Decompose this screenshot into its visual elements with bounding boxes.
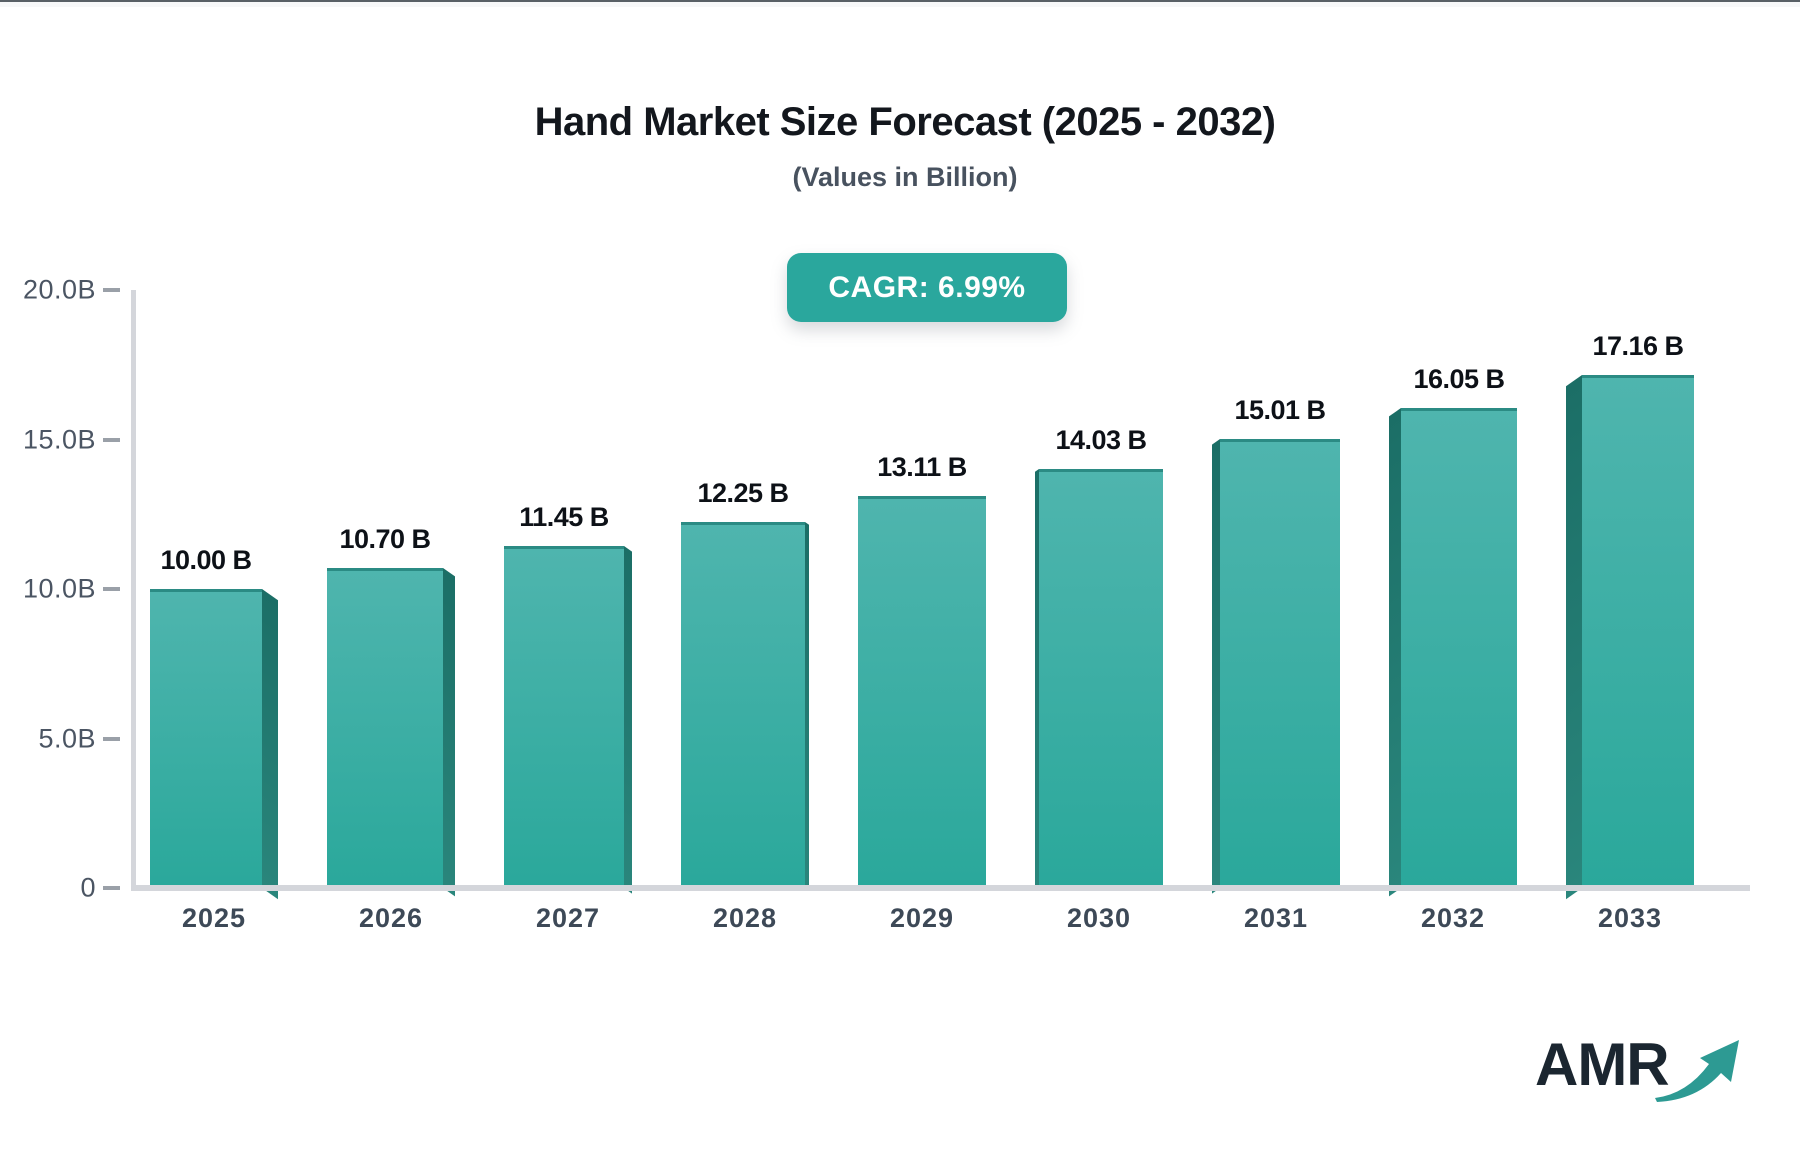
bar-3d-side (805, 522, 809, 891)
bar-3d-side (1566, 375, 1582, 900)
bar-2027 (504, 546, 624, 888)
x-axis-label: 2033 (1597, 903, 1663, 933)
y-axis-tick-mark (103, 736, 120, 741)
x-axis-label: 2026 (358, 903, 424, 933)
y-axis-tick-label: 20.0B (22, 274, 96, 305)
chart-subtitle: (Values in Billion) (792, 162, 1018, 192)
bar-2030 (1039, 469, 1163, 888)
y-axis-tick-label: 5.0B (38, 723, 96, 753)
bar-2026 (327, 568, 443, 888)
bar-value-label: 10.70 B (339, 524, 431, 554)
y-axis-tick-mark (103, 886, 120, 890)
bar-2029 (858, 496, 986, 888)
bar-3d-side (443, 568, 455, 897)
bar-2032 (1401, 408, 1517, 888)
chart-title: Hand Market Size Forecast (2025 - 2032) (534, 100, 1276, 144)
y-axis-tick-mark (103, 288, 120, 292)
x-axis-label: 2027 (535, 903, 601, 933)
y-axis-tick-label: 0 (80, 872, 96, 903)
cagr-badge: CAGR: 6.99% (787, 253, 1067, 322)
y-axis-tick-mark (103, 587, 120, 591)
x-axis-label: 2030 (1066, 903, 1132, 933)
x-axis-label: 2029 (889, 903, 955, 933)
x-axis-label: 2025 (181, 903, 247, 933)
growth-arrow-icon (1655, 1040, 1739, 1102)
x-axis-label: 2028 (712, 903, 778, 933)
y-axis-tick-label: 15.0B (22, 424, 96, 454)
x-axis-label: 2032 (1420, 903, 1486, 933)
bar-3d-side (1389, 408, 1401, 897)
bar-value-label: 16.05 B (1413, 364, 1505, 394)
bar-2025 (150, 589, 262, 888)
bar-3d-side (624, 546, 632, 894)
x-axis-label: 2031 (1243, 903, 1309, 933)
bar-2031 (1220, 439, 1340, 888)
top-strip (0, 2, 1800, 7)
bar-value-label: 12.25 B (697, 478, 789, 508)
y-axis-tick-mark (103, 437, 120, 442)
bar-2033 (1582, 375, 1694, 888)
amr-logo-text: AMR (1535, 1031, 1670, 1098)
bar-value-label: 13.11 B (877, 452, 967, 482)
bar-value-label: 17.16 B (1592, 331, 1684, 361)
bar-3d-side (262, 589, 278, 900)
amr-logo: AMR (1535, 1030, 1745, 1110)
bar-value-label: 14.03 B (1055, 425, 1147, 455)
bar-value-label: 11.45 B (519, 502, 609, 532)
bar-3d-side (1212, 439, 1220, 894)
bar-value-label: 15.01 B (1234, 395, 1326, 425)
y-axis-tick-label: 10.0B (22, 573, 96, 604)
y-axis-line (131, 290, 136, 891)
x-axis-baseline (131, 885, 1750, 891)
bar-value-label: 10.00 B (160, 545, 252, 575)
bar-2028 (681, 522, 805, 888)
